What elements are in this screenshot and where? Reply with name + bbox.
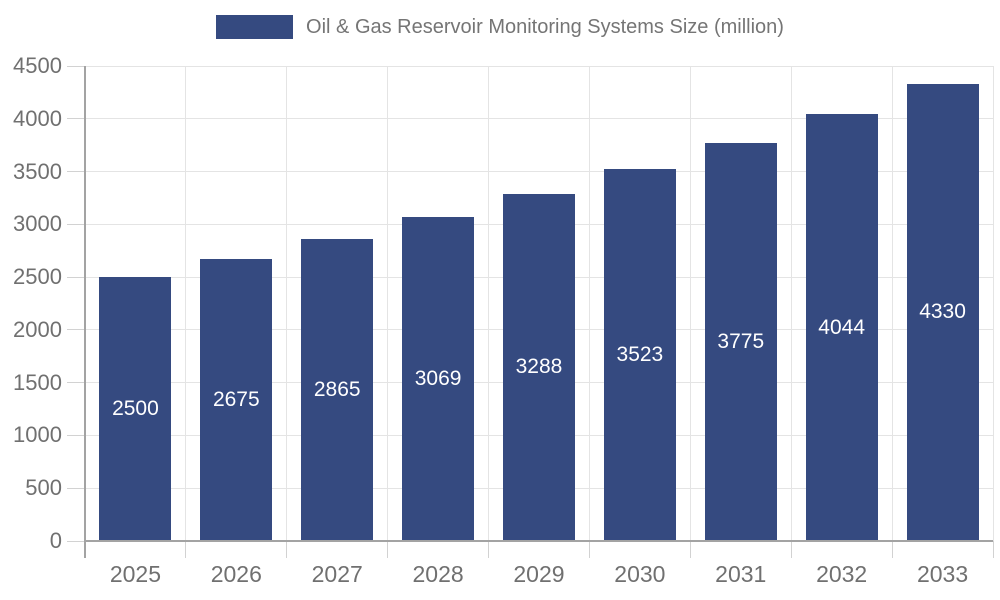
x-axis-tick: [588, 541, 590, 558]
v-gridline: [488, 66, 490, 541]
bar: [200, 258, 273, 541]
x-axis-tick: [185, 541, 187, 558]
v-gridline: [185, 66, 187, 541]
bar-value-label: 3523: [616, 343, 664, 367]
y-axis-tick: [67, 487, 85, 489]
v-gridline: [387, 66, 389, 541]
bar-value-label: 3069: [414, 367, 462, 391]
y-tick-label: 1000: [13, 422, 62, 448]
y-axis-tick: [67, 65, 85, 67]
x-axis-tick: [488, 541, 490, 558]
v-gridline: [790, 66, 792, 541]
v-gridline: [588, 66, 590, 541]
bar: [704, 142, 777, 541]
h-gridline: [85, 118, 993, 120]
legend-label: Oil & Gas Reservoir Monitoring Systems S…: [306, 16, 784, 38]
y-axis-tick: [67, 171, 85, 173]
bar: [301, 238, 374, 541]
x-tick-label: 2026: [210, 561, 262, 587]
bar-value-label: 3775: [717, 329, 765, 353]
y-axis-tick: [67, 434, 85, 436]
y-tick-label: 3500: [13, 158, 62, 184]
x-tick-label: 2032: [816, 561, 868, 587]
x-tick-label: 2029: [513, 561, 565, 587]
y-tick-label: 0: [49, 528, 62, 553]
x-axis-tick: [891, 541, 893, 558]
y-axis-tick: [67, 118, 85, 120]
x-tick-label: 2033: [916, 561, 969, 587]
x-tick-label: 2030: [614, 561, 666, 587]
x-tick-label: 2027: [311, 561, 363, 587]
v-gridline: [992, 66, 994, 541]
bar-value-label: 2865: [313, 377, 361, 401]
y-tick-label: 2000: [13, 316, 62, 342]
y-tick-label: 4000: [13, 105, 62, 131]
bar-value-label: 4330: [919, 300, 966, 324]
bar: [402, 217, 475, 541]
y-tick-label: 4500: [13, 53, 62, 78]
y-axis-tick: [67, 540, 85, 542]
x-axis-tick: [387, 541, 389, 558]
legend-swatch: [216, 15, 294, 39]
bar-value-label: 2675: [212, 387, 260, 411]
bar-value-label: 3288: [515, 355, 563, 379]
h-gridline: [85, 171, 993, 173]
y-axis-tick: [67, 382, 85, 384]
x-tick-label: 2031: [715, 561, 767, 587]
x-axis-tick: [689, 541, 691, 558]
y-tick-label: 1500: [13, 369, 62, 395]
y-tick-label: 2500: [13, 264, 62, 290]
x-axis-line: [85, 540, 993, 542]
x-axis-tick: [286, 541, 288, 558]
y-axis-tick: [67, 329, 85, 331]
bar-value-label: 4044: [818, 315, 866, 339]
x-tick-label: 2028: [412, 561, 464, 587]
bar: [805, 114, 878, 541]
bar: [99, 277, 172, 541]
y-axis-line: [84, 66, 86, 558]
y-tick-label: 3000: [13, 211, 62, 237]
h-gridline: [85, 65, 993, 67]
x-axis-tick: [790, 541, 792, 558]
bar: [603, 169, 676, 541]
v-gridline: [891, 66, 893, 541]
bar: [503, 193, 575, 541]
x-tick-label: 2025: [109, 561, 162, 587]
legend: Oil & Gas Reservoir Monitoring Systems S…: [0, 15, 1000, 39]
bar-value-label: 2500: [112, 397, 159, 421]
bar: [906, 83, 979, 541]
y-axis-tick: [67, 223, 85, 225]
y-axis-tick: [67, 276, 85, 278]
x-axis-tick: [992, 541, 994, 558]
v-gridline: [286, 66, 288, 541]
v-gridline: [689, 66, 691, 541]
plot-area: 0 500 1000 1500 2000 2500 3000 3500 4000 4500 2500…: [13, 54, 994, 586]
y-tick-label: 500: [25, 475, 62, 501]
